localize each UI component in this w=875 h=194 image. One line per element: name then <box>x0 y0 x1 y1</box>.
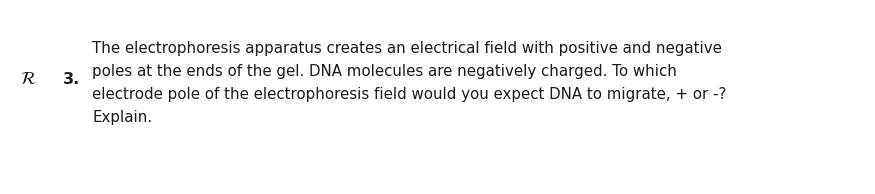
Text: Explain.: Explain. <box>92 110 152 125</box>
Text: electrode pole of the electrophoresis field would you expect DNA to migrate, + o: electrode pole of the electrophoresis fi… <box>92 87 726 102</box>
Text: $\mathcal{R}$: $\mathcal{R}$ <box>19 70 37 88</box>
Text: 3.: 3. <box>63 72 80 87</box>
Text: The electrophoresis apparatus creates an electrical field with positive and nega: The electrophoresis apparatus creates an… <box>92 41 722 56</box>
Text: poles at the ends of the gel. DNA molecules are negatively charged. To which: poles at the ends of the gel. DNA molecu… <box>92 64 677 79</box>
